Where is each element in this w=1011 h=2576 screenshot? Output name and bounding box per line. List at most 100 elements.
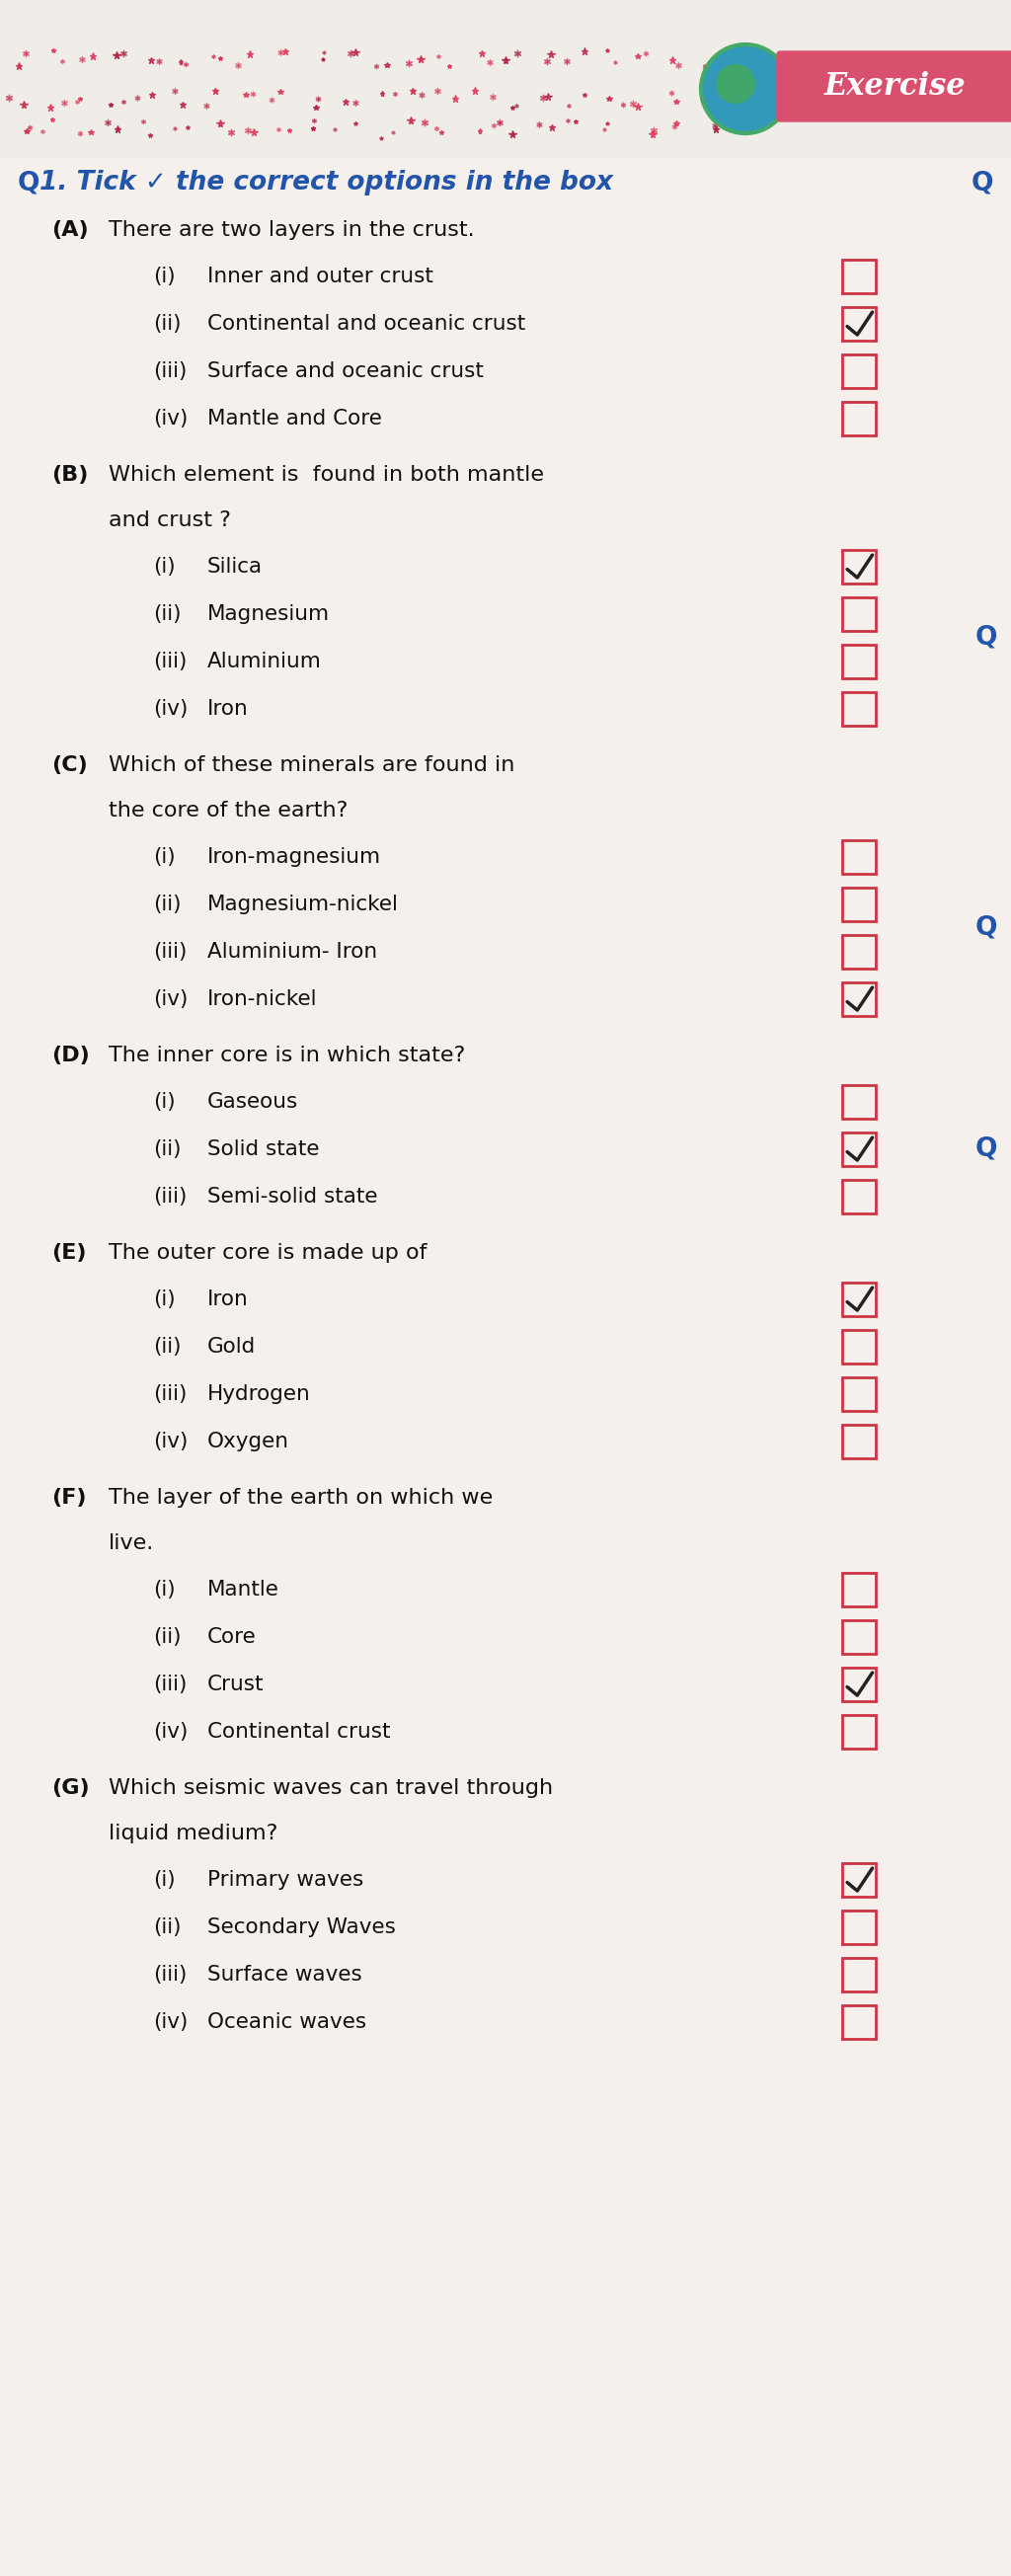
Text: Primary waves: Primary waves [207, 1870, 364, 1891]
Text: (iii): (iii) [153, 943, 187, 961]
Text: Magnesium: Magnesium [207, 605, 330, 623]
Text: (ii): (ii) [153, 894, 181, 914]
Bar [842, 1667, 876, 1700]
Text: Q: Q [971, 170, 993, 196]
Text: There are two layers in the crust.: There are two layers in the crust. [108, 219, 474, 240]
Bar [842, 1958, 876, 1991]
Bar [842, 1133, 876, 1167]
Text: Iron: Iron [207, 1291, 249, 1309]
Text: Oxygen: Oxygen [207, 1432, 289, 1450]
Text: Q: Q [18, 170, 40, 196]
Text: (iii): (iii) [153, 1674, 187, 1695]
Text: (i): (i) [153, 1291, 175, 1309]
Text: Aluminium- Iron: Aluminium- Iron [207, 943, 377, 961]
Text: Aluminium: Aluminium [207, 652, 321, 672]
Text: (ii): (ii) [153, 1337, 181, 1358]
Text: Surface waves: Surface waves [207, 1965, 362, 1984]
Bar [842, 598, 876, 631]
Text: the core of the earth?: the core of the earth? [108, 801, 348, 822]
Text: (iii): (iii) [153, 1188, 187, 1206]
Text: (i): (i) [153, 265, 175, 286]
Text: (iii): (iii) [153, 1383, 187, 1404]
Text: (C): (C) [52, 755, 88, 775]
Text: (G): (G) [52, 1777, 90, 1798]
Text: (E): (E) [52, 1244, 86, 1262]
Text: The outer core is made up of: The outer core is made up of [108, 1244, 427, 1262]
Text: Which seismic waves can travel through: Which seismic waves can travel through [108, 1777, 553, 1798]
Bar [842, 1180, 876, 1213]
Text: (ii): (ii) [153, 605, 181, 623]
Text: Secondary Waves: Secondary Waves [207, 1917, 395, 1937]
Text: liquid medium?: liquid medium? [108, 1824, 278, 1844]
Text: (iii): (iii) [153, 1965, 187, 1984]
Bar [842, 402, 876, 435]
Text: Silica: Silica [207, 556, 263, 577]
Text: Crust: Crust [207, 1674, 264, 1695]
Text: (iv): (iv) [153, 1721, 188, 1741]
Bar [842, 1084, 876, 1118]
Text: Inner and outer crust: Inner and outer crust [207, 265, 434, 286]
Text: Which element is  found in both mantle: Which element is found in both mantle [108, 466, 544, 484]
Text: (ii): (ii) [153, 1139, 181, 1159]
Bar [842, 355, 876, 389]
Text: live.: live. [108, 1533, 155, 1553]
Text: (i): (i) [153, 1870, 175, 1891]
Text: (iii): (iii) [153, 652, 187, 672]
Text: (iv): (iv) [153, 989, 188, 1010]
Text: Iron-magnesium: Iron-magnesium [207, 848, 381, 868]
Text: (F): (F) [52, 1489, 86, 1507]
Bar [842, 889, 876, 922]
Text: (iv): (iv) [153, 1432, 188, 1450]
Text: Gaseous: Gaseous [207, 1092, 298, 1113]
Text: (B): (B) [52, 466, 88, 484]
Text: (iv): (iv) [153, 698, 188, 719]
Text: (A): (A) [52, 219, 89, 240]
Text: The layer of the earth on which we: The layer of the earth on which we [108, 1489, 493, 1507]
Text: Mantle: Mantle [207, 1579, 279, 1600]
Text: Exercise: Exercise [825, 72, 967, 100]
Bar [842, 1716, 876, 1749]
Text: Continental and oceanic crust: Continental and oceanic crust [207, 314, 526, 335]
Text: (D): (D) [52, 1046, 90, 1066]
Text: Oceanic waves: Oceanic waves [207, 2012, 366, 2032]
Text: (ii): (ii) [153, 1628, 181, 1646]
Bar [0, 0, 1011, 157]
Circle shape [716, 64, 755, 103]
Bar [842, 260, 876, 294]
Text: Hydrogen: Hydrogen [207, 1383, 310, 1404]
Circle shape [701, 44, 790, 134]
Text: (ii): (ii) [153, 314, 181, 335]
Bar [842, 693, 876, 726]
Text: (iv): (iv) [153, 410, 188, 428]
Text: Magnesium-nickel: Magnesium-nickel [207, 894, 398, 914]
Text: Semi-solid state: Semi-solid state [207, 1188, 378, 1206]
Text: Core: Core [207, 1628, 257, 1646]
Bar [842, 549, 876, 585]
Bar [842, 307, 876, 340]
Text: (i): (i) [153, 848, 175, 868]
Text: and crust ?: and crust ? [108, 510, 231, 531]
Bar [842, 1425, 876, 1458]
Text: Gold: Gold [207, 1337, 256, 1358]
Text: Solid state: Solid state [207, 1139, 319, 1159]
Text: Continental crust: Continental crust [207, 1721, 390, 1741]
Bar [842, 840, 876, 873]
Bar [842, 1862, 876, 1896]
Bar [842, 644, 876, 677]
Text: Iron: Iron [207, 698, 249, 719]
Bar [842, 1620, 876, 1654]
Bar [842, 2004, 876, 2038]
Text: Q: Q [975, 1136, 997, 1162]
Text: (i): (i) [153, 556, 175, 577]
Bar [842, 935, 876, 969]
Bar [842, 1329, 876, 1363]
Bar [842, 1378, 876, 1412]
Text: (i): (i) [153, 1579, 175, 1600]
Text: Which of these minerals are found in: Which of these minerals are found in [108, 755, 515, 775]
Bar [842, 1574, 876, 1607]
Text: 1. Tick ✓ the correct options in the box: 1. Tick ✓ the correct options in the box [39, 170, 613, 196]
Bar [842, 1911, 876, 1945]
Bar [842, 1283, 876, 1316]
Bar [842, 981, 876, 1015]
Text: (i): (i) [153, 1092, 175, 1113]
